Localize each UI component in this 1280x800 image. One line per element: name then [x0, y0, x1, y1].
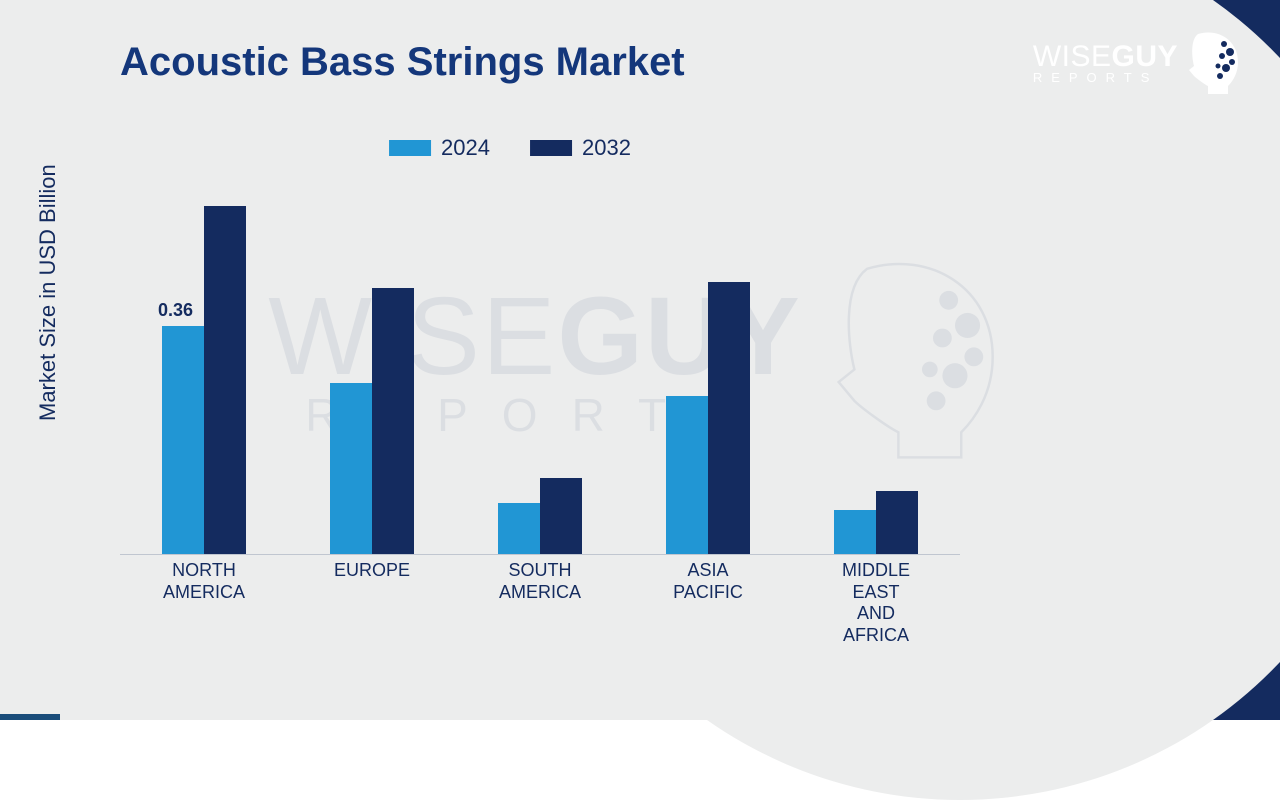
chart-title: Acoustic Bass Strings Market — [120, 40, 685, 85]
bar-2032 — [540, 478, 582, 554]
bar-group — [330, 288, 414, 554]
x-axis-labels: NORTH AMERICA EUROPE SOUTH AMERICA ASIA PAC… — [120, 560, 960, 646]
logo-head-icon — [1184, 28, 1244, 98]
bar-2032 — [204, 206, 246, 554]
bar-group — [834, 491, 918, 554]
logo-top-bold: GUY — [1111, 40, 1178, 73]
x-axis-label: SOUTH AMERICA — [480, 560, 600, 646]
brand-logo: WISEGUY REPORTS — [1033, 28, 1244, 98]
legend-label-2024: 2024 — [441, 135, 490, 161]
legend-item-2024: 2024 — [389, 135, 490, 161]
legend-item-2032: 2032 — [530, 135, 631, 161]
logo-text: WISEGUY REPORTS — [1033, 41, 1178, 84]
logo-bottom: REPORTS — [1033, 71, 1178, 85]
legend-swatch-2024 — [389, 140, 431, 156]
x-axis-label: MIDDLE EAST AND AFRICA — [816, 560, 936, 646]
bar-2032 — [372, 288, 414, 554]
plot-area: 0.36 — [120, 175, 960, 555]
bar-group — [498, 478, 582, 554]
legend-label-2032: 2032 — [582, 135, 631, 161]
side-panel — [960, 0, 1280, 720]
background: WISEGUY REPORTS WISEGUY REPORTS — [0, 0, 1280, 720]
bar-2024 — [666, 396, 708, 554]
bar-group: 0.36 — [162, 206, 246, 554]
bar-2024 — [330, 383, 372, 554]
x-axis-label: NORTH AMERICA — [144, 560, 264, 646]
chart-area: Market Size in USD Billion 2024 2032 0.3… — [60, 135, 960, 685]
bar-group — [666, 282, 750, 554]
bar-2032 — [876, 491, 918, 554]
bar-2024 — [834, 510, 876, 554]
bar-2024 — [498, 503, 540, 554]
logo-top-regular: WISE — [1033, 40, 1112, 73]
y-axis-label: Market Size in USD Billion — [35, 164, 61, 421]
x-axis-label: EUROPE — [312, 560, 432, 646]
value-label: 0.36 — [158, 300, 193, 321]
legend-swatch-2032 — [530, 140, 572, 156]
bar-groups: 0.36 — [120, 175, 960, 554]
bar-2032 — [708, 282, 750, 554]
legend: 2024 2032 — [389, 135, 631, 161]
bar-2024: 0.36 — [162, 326, 204, 554]
x-axis-label: ASIA PACIFIC — [648, 560, 768, 646]
footer-accent — [0, 714, 60, 720]
